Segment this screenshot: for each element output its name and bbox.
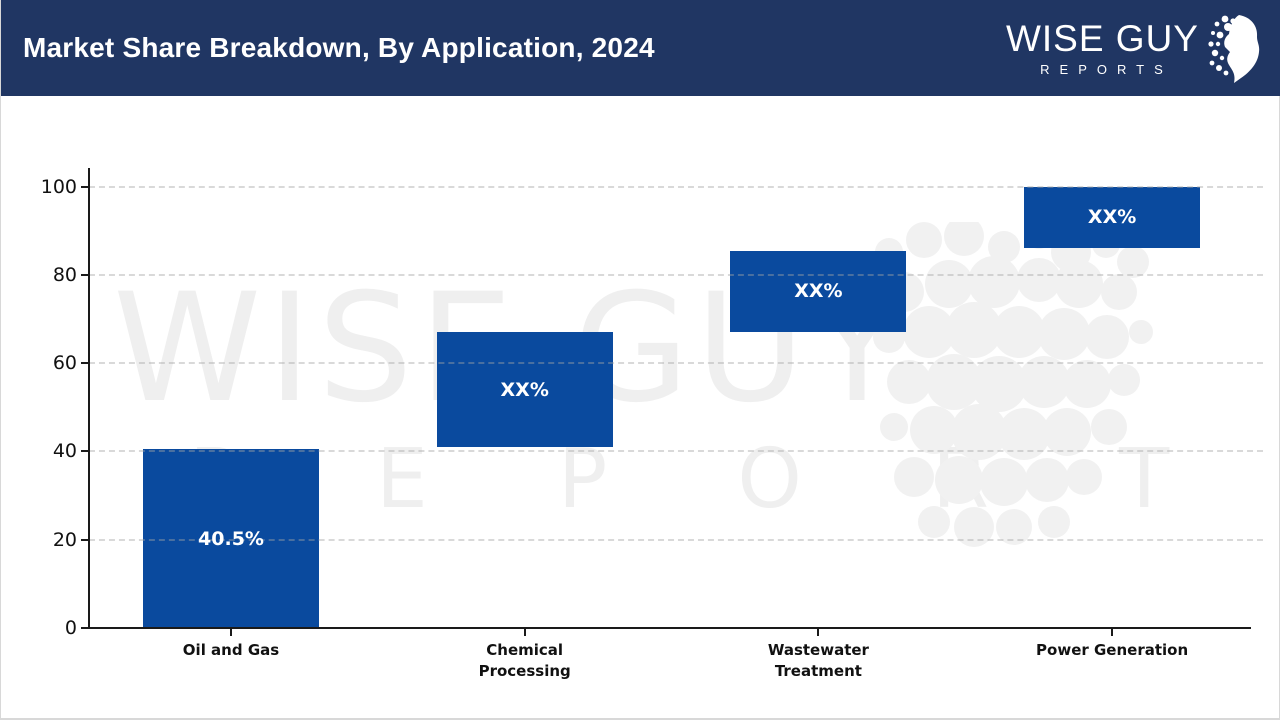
category-label: Power Generation [992,640,1232,661]
y-axis-tick-label: 60 [52,352,77,375]
gridline-100 [89,185,1263,188]
bar-segment-4 [1024,186,1201,249]
gridline-60 [89,362,1263,365]
category-label-line: Oil and Gas [182,641,280,659]
wiseguy-logo: WISE GUY REPORTS [1006,11,1263,85]
bar-value-label: 40.5% [198,527,264,550]
bar-segment-1 [143,449,319,628]
x-axis-tick [817,629,820,636]
y-axis-tick [81,627,89,629]
bar-value-label: XX% [500,378,549,401]
category-label-line: Treatment [774,662,862,680]
x-axis-line [88,627,1251,629]
category-label-line: Chemical [486,641,564,659]
category-label-line: Processing [478,662,571,680]
gridline-80 [89,273,1263,276]
header: Market Share Breakdown, By Application, … [1,0,1280,96]
y-axis-tick-label: 100 [40,175,77,198]
logo-head-icon [1208,15,1260,83]
y-axis-line [88,168,90,628]
x-axis-tick [230,629,232,636]
logo-brand-subtitle: REPORTS [1040,61,1173,77]
bar-segment-2 [436,332,613,447]
category-label-line: Power Generation [1036,641,1189,659]
logo-text: WISE GUY REPORTS [1006,20,1199,77]
y-axis-tick-label: 40 [52,440,77,463]
category-label: Oil and Gas [111,640,351,661]
category-label: Wastewater Treatment [698,640,938,682]
y-axis-tick [81,185,89,188]
logo-brand-name: WISE GUY [1005,17,1199,59]
y-axis-tick [81,362,89,365]
x-axis-tick [1111,629,1114,636]
gridline-40 [89,450,1263,453]
y-axis-tick [81,538,89,541]
bar-value-label: XX% [794,280,843,303]
gridline-20 [89,538,1263,541]
y-axis-tick [81,273,89,276]
y-axis-tick [81,450,89,453]
watermark-head-icon [873,222,1153,547]
bar-segment-3 [730,250,907,333]
category-label-line: Wastewater [767,641,869,659]
y-axis-tick-label: 80 [52,263,77,286]
y-axis-tick-label: 20 [52,528,77,551]
bar-value-label: XX% [1087,206,1137,229]
chart-title: Market Share Breakdown, By Application, … [23,32,655,63]
y-axis-tick-label: 0 [64,617,77,639]
category-label: Chemical Processing [405,640,645,682]
x-axis-tick [523,629,526,636]
